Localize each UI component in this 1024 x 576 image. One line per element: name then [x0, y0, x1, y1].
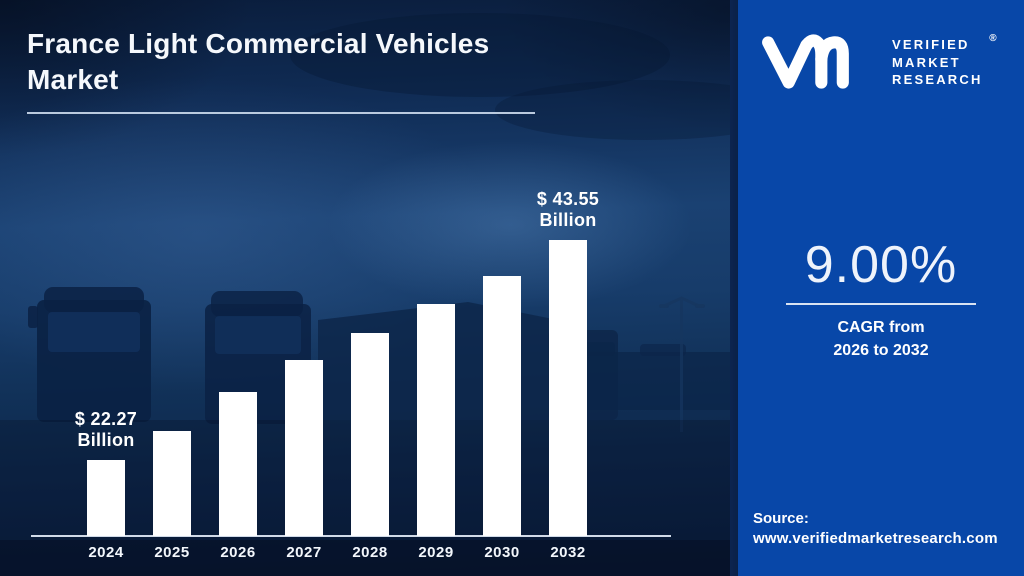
bar-2026	[219, 392, 257, 536]
x-tick-2024: 2024	[88, 544, 124, 561]
bar-2030	[483, 276, 521, 536]
x-tick-2026: 2026	[220, 544, 256, 561]
truck-front-icon	[28, 287, 151, 422]
bar-group-2025: 2025	[153, 431, 191, 561]
source-block: Source: www.verifiedmarketresearch.com	[753, 509, 998, 549]
bar-2029	[417, 304, 455, 536]
truck-row-icon	[560, 342, 730, 410]
brand-name-line1: VERIFIED	[892, 37, 970, 52]
x-tick-2028: 2028	[352, 544, 388, 561]
value-label-2032: $ 43.55 Billion	[536, 189, 600, 230]
cagr-caption-line2: 2026 to 2032	[833, 341, 929, 359]
x-tick-2032: 2032	[550, 544, 586, 561]
x-tick-2030: 2030	[484, 544, 520, 561]
page-title: France Light Commercial Vehicles Market	[27, 28, 490, 96]
x-tick-2029: 2029	[418, 544, 454, 561]
panel-divider	[730, 0, 738, 576]
bar-2028	[351, 333, 389, 536]
cagr-caption: CAGR from 2026 to 2032	[738, 316, 1024, 362]
cagr-caption-line1: CAGR from	[837, 318, 925, 336]
bar-chart: 2024 $ 22.27 Billion 2025 2026 2027 2028 2029 20…	[31, 189, 671, 561]
bar-2032	[549, 240, 587, 536]
bar-2027	[285, 360, 323, 536]
vmr-logo-icon	[762, 34, 849, 89]
bar-group-2028: 2028	[351, 333, 389, 561]
x-axis-line	[31, 535, 671, 537]
brand-name-line3: RESEARCH	[892, 72, 983, 87]
brand-panel: VERIFIED MARKET RESEARCH ® 9.00% CAGR fr…	[738, 0, 1024, 576]
bar-group-2029: 2029	[417, 304, 455, 561]
bar-group-2030: 2030	[483, 276, 521, 561]
bar-group-2026: 2026	[219, 392, 257, 561]
source-url: www.verifiedmarketresearch.com	[753, 530, 998, 547]
title-underline	[27, 112, 535, 114]
cagr-value: 9.00%	[804, 236, 958, 294]
cagr-divider-line	[786, 302, 976, 305]
cagr-block: 9.00% CAGR from 2026 to 2032	[738, 238, 1024, 362]
bar-group-2024: 2024 $ 22.27 Billion	[75, 409, 137, 561]
brand-name-line2: MARKET	[892, 54, 961, 70]
x-tick-2027: 2027	[286, 544, 322, 561]
bar-2024	[87, 460, 125, 536]
bar-group-2032: 2032 $ 43.55 Billion	[537, 189, 599, 561]
brand-logo: VERIFIED MARKET RESEARCH ®	[757, 33, 997, 90]
source-label: Source:	[753, 510, 809, 527]
bar-2025	[153, 431, 191, 536]
bar-group-2027: 2027	[285, 360, 323, 561]
street-lamp-icon	[659, 296, 705, 432]
registered-trademark-icon: ®	[989, 33, 997, 44]
brand-name: VERIFIED MARKET RESEARCH ®	[892, 33, 997, 89]
x-tick-2025: 2025	[154, 544, 190, 561]
value-label-2024: $ 22.27 Billion	[74, 409, 138, 450]
bars-row: 2024 $ 22.27 Billion 2025 2026 2027 2028 2029 20…	[75, 189, 599, 561]
